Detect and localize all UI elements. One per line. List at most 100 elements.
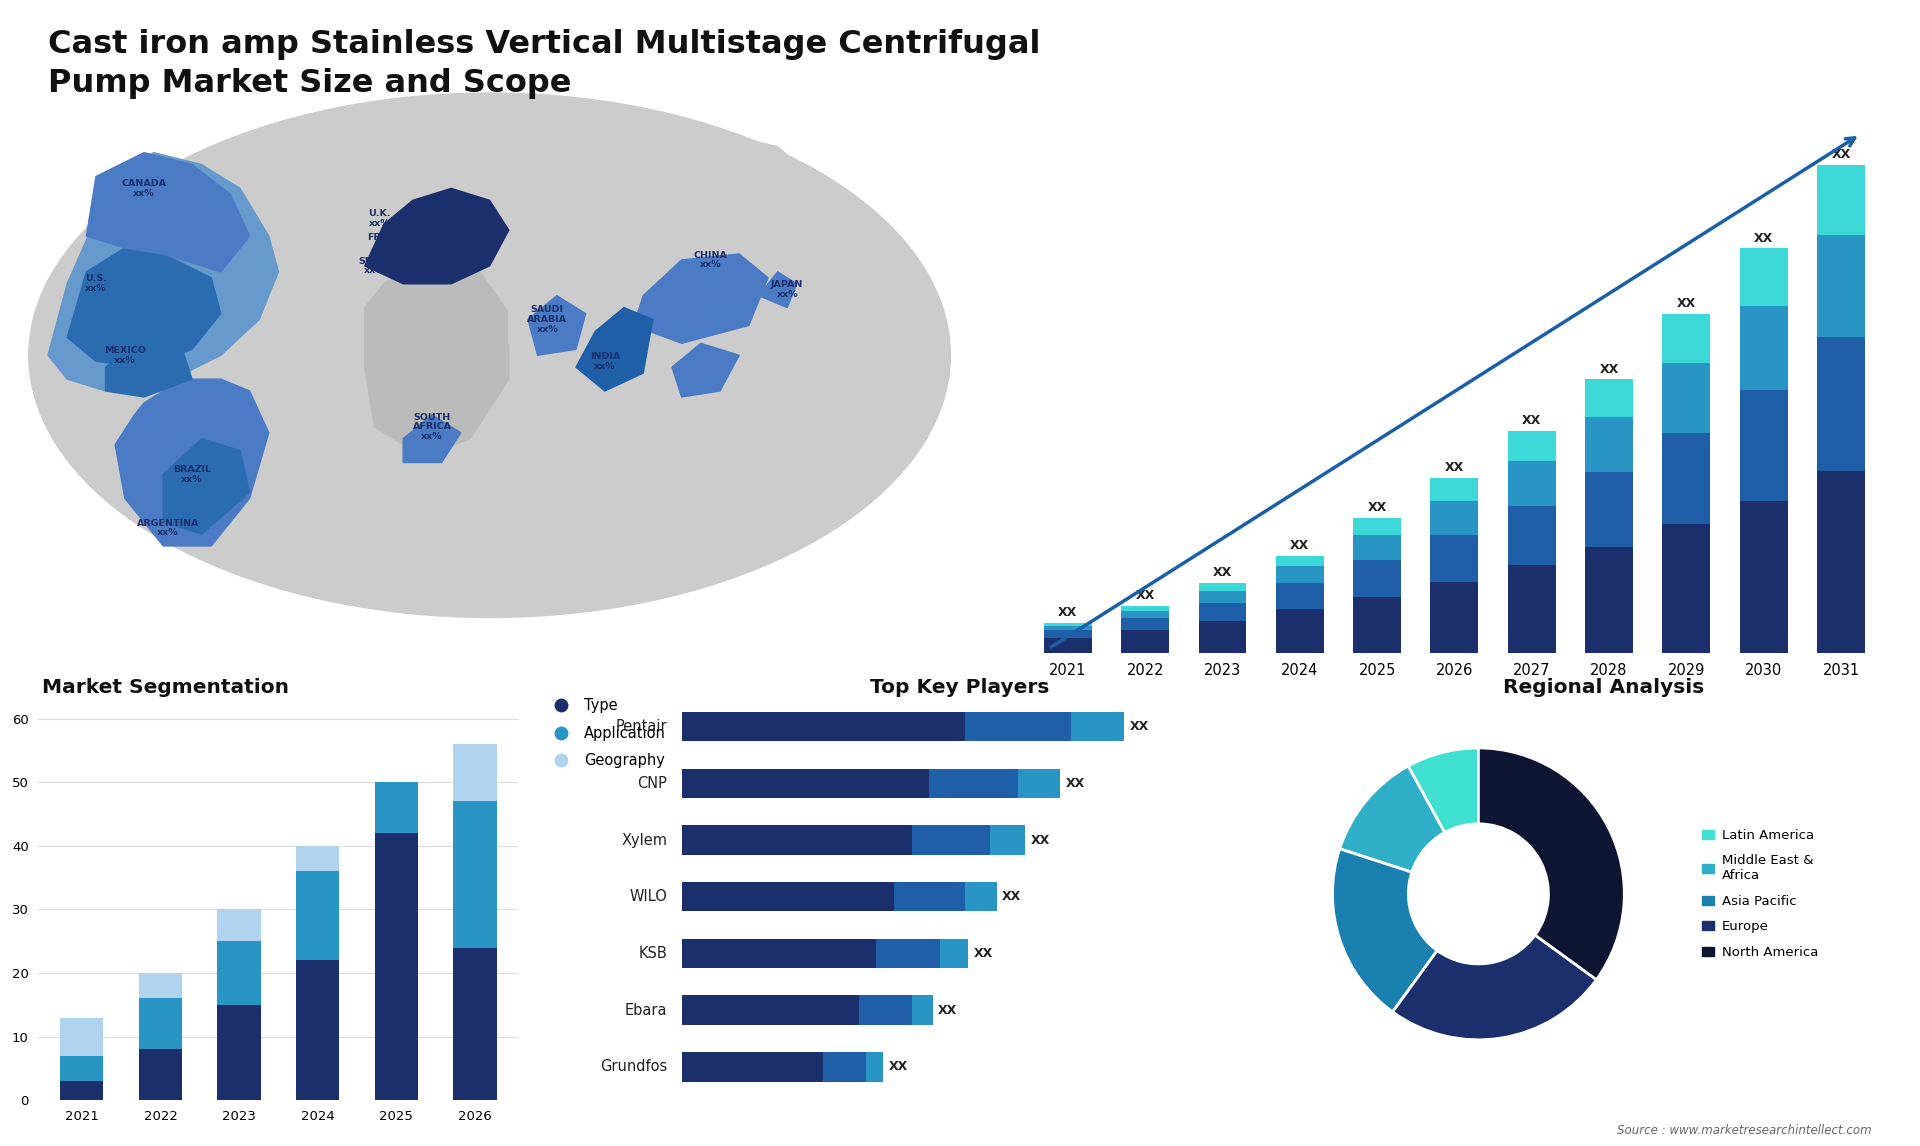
Text: XX: XX xyxy=(1367,501,1386,515)
Bar xyxy=(1198,621,1246,653)
Text: GERMANY
xx%: GERMANY xx% xyxy=(405,203,459,221)
Bar xyxy=(682,769,929,798)
Bar xyxy=(1354,597,1402,653)
Bar xyxy=(989,825,1025,855)
Text: XX: XX xyxy=(1002,890,1021,903)
Bar xyxy=(1507,505,1555,565)
Bar xyxy=(1430,501,1478,534)
Text: XX: XX xyxy=(973,947,993,960)
Bar xyxy=(453,948,497,1100)
Bar xyxy=(296,846,340,871)
Bar xyxy=(682,712,964,741)
Bar xyxy=(824,1052,866,1082)
Polygon shape xyxy=(163,439,250,534)
Text: XX: XX xyxy=(1523,414,1542,427)
Wedge shape xyxy=(1407,748,1478,832)
Bar xyxy=(1354,518,1402,534)
Bar xyxy=(1816,165,1864,235)
Text: SOUTH
AFRICA
xx%: SOUTH AFRICA xx% xyxy=(413,413,451,441)
Polygon shape xyxy=(1617,38,1736,128)
Bar xyxy=(1430,582,1478,653)
Text: Market Segmentation: Market Segmentation xyxy=(42,678,290,698)
Bar xyxy=(1198,583,1246,591)
Bar xyxy=(858,996,912,1025)
Polygon shape xyxy=(115,379,269,545)
Bar xyxy=(1740,249,1788,306)
Bar xyxy=(1507,431,1555,462)
Text: XX: XX xyxy=(1129,720,1148,733)
Wedge shape xyxy=(1340,766,1444,872)
Text: MEXICO
xx%: MEXICO xx% xyxy=(104,346,146,364)
Polygon shape xyxy=(576,307,653,391)
Bar xyxy=(941,939,968,968)
Polygon shape xyxy=(672,344,739,397)
Bar xyxy=(964,712,1071,741)
Bar xyxy=(1044,626,1092,630)
Text: Ebara: Ebara xyxy=(624,1003,668,1018)
Bar xyxy=(1586,379,1634,417)
Bar xyxy=(1354,534,1402,560)
Bar xyxy=(296,960,340,1100)
Polygon shape xyxy=(634,254,768,344)
Bar xyxy=(453,744,497,801)
Text: XX: XX xyxy=(1066,777,1085,790)
Wedge shape xyxy=(1478,748,1624,980)
Bar xyxy=(682,882,895,911)
Bar xyxy=(138,998,182,1050)
Bar xyxy=(1740,390,1788,501)
Bar xyxy=(682,996,858,1025)
Text: XX: XX xyxy=(1444,462,1465,474)
Text: MARKET
RESEARCH
INTELLECT: MARKET RESEARCH INTELLECT xyxy=(1753,61,1807,93)
Bar xyxy=(682,939,876,968)
Text: ARGENTINA
xx%: ARGENTINA xx% xyxy=(136,519,200,537)
Bar xyxy=(1816,235,1864,337)
Bar xyxy=(1275,583,1323,609)
Text: U.K.
xx%: U.K. xx% xyxy=(369,209,390,228)
Bar xyxy=(912,996,933,1025)
Bar xyxy=(1663,432,1711,524)
Text: Regional Analysis: Regional Analysis xyxy=(1503,678,1703,698)
Text: CANADA
xx%: CANADA xx% xyxy=(121,179,167,198)
Wedge shape xyxy=(1392,935,1596,1039)
Bar xyxy=(1044,630,1092,638)
Text: XX: XX xyxy=(1058,606,1077,619)
Bar xyxy=(138,973,182,998)
Legend: Type, Application, Geography: Type, Application, Geography xyxy=(540,692,672,774)
Bar xyxy=(1663,362,1711,432)
Bar xyxy=(1121,618,1169,630)
Bar xyxy=(217,910,261,941)
Polygon shape xyxy=(758,272,797,307)
Bar xyxy=(1121,606,1169,611)
Bar xyxy=(1275,609,1323,653)
Text: XX: XX xyxy=(1135,589,1154,603)
Bar xyxy=(1044,622,1092,626)
Polygon shape xyxy=(509,128,826,307)
Bar xyxy=(1586,547,1634,653)
Text: XX: XX xyxy=(1676,297,1695,311)
Bar xyxy=(296,871,340,960)
Text: Source : www.marketresearchintellect.com: Source : www.marketresearchintellect.com xyxy=(1617,1124,1872,1137)
Text: BRAZIL
xx%: BRAZIL xx% xyxy=(173,465,211,484)
Text: FRANCE
xx%: FRANCE xx% xyxy=(367,233,411,251)
Bar xyxy=(1586,472,1634,547)
Bar xyxy=(374,783,419,833)
Bar xyxy=(1121,630,1169,653)
Bar xyxy=(1740,306,1788,390)
Bar xyxy=(1071,712,1123,741)
Text: CHINA
xx%: CHINA xx% xyxy=(693,251,728,269)
Bar xyxy=(964,882,996,911)
Polygon shape xyxy=(528,296,586,355)
Text: XX: XX xyxy=(1832,148,1851,160)
Bar xyxy=(1430,478,1478,501)
Bar xyxy=(1507,462,1555,505)
Polygon shape xyxy=(67,248,221,367)
Bar xyxy=(1198,591,1246,603)
Text: Cast iron amp Stainless Vertical Multistage Centrifugal
Pump Market Size and Sco: Cast iron amp Stainless Vertical Multist… xyxy=(48,29,1041,99)
Polygon shape xyxy=(48,152,278,391)
Text: Top Key Players: Top Key Players xyxy=(870,678,1050,698)
Text: XX: XX xyxy=(1031,833,1050,847)
Text: XX: XX xyxy=(939,1004,958,1017)
Text: SPAIN
xx%: SPAIN xx% xyxy=(359,257,390,275)
Bar xyxy=(1507,565,1555,653)
Polygon shape xyxy=(403,415,461,463)
